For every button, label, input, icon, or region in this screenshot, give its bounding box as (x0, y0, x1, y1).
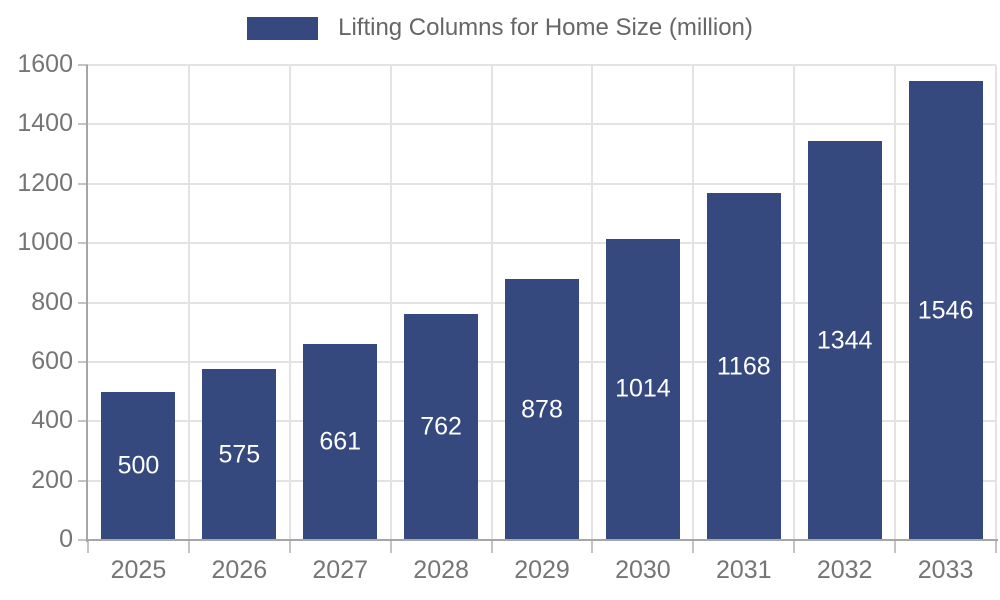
x-axis-tick (490, 540, 493, 553)
x-axis-label: 2025 (110, 556, 167, 584)
y-axis-label: 800 (31, 287, 73, 316)
bar-2030[interactable] (605, 238, 680, 540)
bar-2031[interactable] (706, 193, 781, 540)
x-axis-label: 2028 (413, 556, 469, 584)
x-axis-label: 2031 (715, 556, 772, 584)
y-axis-tick (78, 420, 88, 423)
y-axis-tick (78, 539, 88, 541)
y-axis-label: 1400 (17, 109, 73, 138)
legend-label: Lifting Columns for Home Size (million) (338, 14, 753, 41)
bar-2025[interactable] (101, 391, 176, 540)
y-axis-tick (78, 301, 88, 304)
y-axis-tick (78, 123, 88, 126)
bar-value-label: 878 (521, 395, 563, 424)
legend-swatch (247, 16, 319, 40)
x-axis-line (86, 539, 998, 541)
bar-2032[interactable] (807, 141, 882, 540)
v-gridline (894, 65, 897, 540)
chart-legend[interactable]: Lifting Columns for Home Size (million) (0, 14, 1000, 41)
y-axis-label: 1000 (17, 228, 73, 257)
x-axis-label: 2030 (615, 556, 671, 584)
h-gridline (88, 64, 996, 66)
v-gridline (389, 65, 392, 540)
x-axis-label: 2026 (211, 556, 268, 584)
x-axis-tick (87, 540, 89, 553)
bar-value-label: 762 (420, 412, 462, 441)
bar-2026[interactable] (202, 369, 277, 540)
y-axis-label: 600 (31, 346, 73, 375)
h-gridline (88, 242, 996, 245)
x-axis-tick (692, 540, 695, 553)
v-gridline (490, 65, 493, 540)
y-axis-label: 1600 (17, 49, 73, 78)
y-axis-line (86, 65, 88, 542)
y-axis-label: 1200 (17, 168, 73, 197)
y-axis-label: 0 (59, 524, 73, 553)
bar-value-label: 1168 (716, 352, 771, 381)
bar-2033[interactable] (908, 81, 983, 540)
x-axis-tick (187, 540, 190, 553)
y-axis-label: 400 (31, 406, 73, 435)
x-axis-tick (591, 540, 594, 553)
y-axis-tick (78, 64, 88, 66)
h-gridline (88, 182, 996, 185)
v-gridline (995, 65, 997, 540)
bar-value-label: 1344 (816, 326, 873, 354)
bar-value-label: 500 (117, 451, 160, 480)
h-gridline (88, 123, 996, 126)
bar-value-label: 1014 (615, 374, 671, 403)
bar-value-label: 575 (218, 440, 261, 469)
x-axis-tick (389, 540, 392, 553)
v-gridline (692, 65, 695, 540)
x-axis-label: 2032 (816, 556, 873, 584)
x-axis-tick (288, 540, 291, 553)
bar-value-label: 661 (319, 427, 362, 456)
v-gridline (793, 65, 796, 540)
y-axis-tick (78, 242, 88, 245)
x-axis-tick (793, 540, 796, 553)
y-axis-tick (78, 182, 88, 185)
bar-2028[interactable] (404, 313, 479, 540)
bar-2027[interactable] (303, 343, 378, 540)
bar-value-label: 1546 (917, 296, 974, 325)
x-axis-tick (995, 540, 997, 553)
bar-2029[interactable] (505, 279, 579, 540)
x-axis-label: 2027 (312, 556, 369, 584)
v-gridline (591, 65, 594, 540)
v-gridline (288, 65, 291, 540)
x-axis-tick (894, 540, 897, 553)
x-axis-label: 2029 (514, 556, 570, 584)
y-axis-tick (78, 360, 88, 363)
v-gridline (187, 65, 190, 540)
y-axis-label: 200 (31, 465, 73, 494)
y-axis-tick (78, 479, 88, 482)
x-axis-label: 2033 (917, 556, 974, 584)
